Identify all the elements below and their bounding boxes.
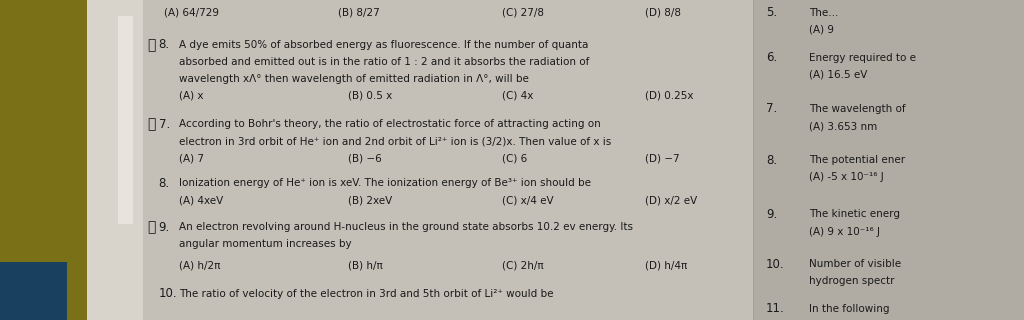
Text: The potential ener: The potential ener bbox=[809, 155, 905, 165]
Bar bbox=[87, 0, 143, 320]
Text: angular momentum increases by: angular momentum increases by bbox=[179, 239, 352, 250]
Text: (D) −7: (D) −7 bbox=[645, 154, 680, 164]
Text: (A) 9: (A) 9 bbox=[809, 25, 834, 35]
Text: 10.: 10. bbox=[766, 258, 784, 270]
Text: (D) h/4π: (D) h/4π bbox=[645, 260, 687, 271]
Text: (A) 16.5 eV: (A) 16.5 eV bbox=[809, 70, 867, 80]
Text: 7.: 7. bbox=[159, 118, 170, 131]
Text: (C) 27/8: (C) 27/8 bbox=[502, 8, 544, 18]
Text: (D) x/2 eV: (D) x/2 eV bbox=[645, 196, 697, 206]
Text: 5.: 5. bbox=[766, 6, 777, 19]
Text: 6.: 6. bbox=[766, 51, 777, 64]
Text: 8.: 8. bbox=[159, 177, 170, 190]
Text: (C) 4x: (C) 4x bbox=[502, 91, 534, 101]
Text: 8.: 8. bbox=[766, 154, 777, 166]
Text: According to Bohr's theory, the ratio of electrostatic force of attracting actin: According to Bohr's theory, the ratio of… bbox=[179, 119, 601, 129]
Text: Ⓒ: Ⓒ bbox=[147, 220, 156, 234]
Bar bbox=[143, 0, 1024, 320]
Text: (A) 4xeV: (A) 4xeV bbox=[179, 196, 223, 206]
Bar bbox=[753, 0, 1024, 320]
Text: (A) -5 x 10⁻¹⁶ J: (A) -5 x 10⁻¹⁶ J bbox=[809, 172, 884, 182]
Text: The ratio of velocity of the electron in 3rd and 5th orbit of Li²⁺ would be: The ratio of velocity of the electron in… bbox=[179, 289, 554, 299]
Text: (C) x/4 eV: (C) x/4 eV bbox=[502, 196, 553, 206]
Text: The wavelength of: The wavelength of bbox=[809, 104, 905, 114]
Text: Number of visible: Number of visible bbox=[809, 259, 901, 269]
Text: (B) h/π: (B) h/π bbox=[348, 260, 383, 271]
Text: absorbed and emitted out is in the ratio of 1 : 2 and it absorbs the radiation o: absorbed and emitted out is in the ratio… bbox=[179, 57, 590, 67]
Text: (A) 9 x 10⁻¹⁶ J: (A) 9 x 10⁻¹⁶ J bbox=[809, 227, 880, 237]
Text: (C) 2h/π: (C) 2h/π bbox=[502, 260, 544, 271]
Text: Energy required to e: Energy required to e bbox=[809, 52, 915, 63]
Text: 8.: 8. bbox=[159, 38, 170, 51]
Text: The kinetic energ: The kinetic energ bbox=[809, 209, 900, 220]
Text: (A) 7: (A) 7 bbox=[179, 154, 204, 164]
Text: In the following: In the following bbox=[809, 304, 890, 314]
Text: (C) 6: (C) 6 bbox=[502, 154, 527, 164]
Text: (B) 2xeV: (B) 2xeV bbox=[348, 196, 392, 206]
Text: A dye emits 50% of absorbed energy as fluorescence. If the number of quanta: A dye emits 50% of absorbed energy as fl… bbox=[179, 40, 589, 50]
Bar bbox=[0, 262, 67, 320]
Text: (B) 8/27: (B) 8/27 bbox=[338, 8, 380, 18]
Text: electron in 3rd orbit of He⁺ ion and 2nd orbit of Li²⁺ ion is (3/2)x. Then value: electron in 3rd orbit of He⁺ ion and 2nd… bbox=[179, 136, 611, 147]
Text: (B) 0.5 x: (B) 0.5 x bbox=[348, 91, 392, 101]
Text: (A) h/2π: (A) h/2π bbox=[179, 260, 220, 271]
Text: 9.: 9. bbox=[159, 221, 170, 234]
Text: hydrogen spectr: hydrogen spectr bbox=[809, 276, 894, 286]
Text: (A) 3.653 nm: (A) 3.653 nm bbox=[809, 121, 878, 131]
Text: (B) −6: (B) −6 bbox=[348, 154, 382, 164]
Text: 11.: 11. bbox=[766, 302, 784, 315]
Text: Ⓐ: Ⓐ bbox=[147, 117, 156, 131]
Text: Ⓑ: Ⓑ bbox=[147, 38, 156, 52]
Text: The...: The... bbox=[809, 8, 839, 18]
Text: An electron revolving around H-nucleus in the ground state absorbs 10.2 ev energ: An electron revolving around H-nucleus i… bbox=[179, 222, 633, 232]
Text: 10.: 10. bbox=[159, 287, 177, 300]
Text: (A) 64/729: (A) 64/729 bbox=[164, 8, 219, 18]
Text: 9.: 9. bbox=[766, 208, 777, 221]
Text: 7.: 7. bbox=[766, 102, 777, 115]
Text: (D) 8/8: (D) 8/8 bbox=[645, 8, 681, 18]
Text: (A) x: (A) x bbox=[179, 91, 204, 101]
Text: Ionization energy of He⁺ ion is xeV. The ionization energy of Be³⁺ ion should be: Ionization energy of He⁺ ion is xeV. The… bbox=[179, 178, 591, 188]
Text: (D) 0.25x: (D) 0.25x bbox=[645, 91, 693, 101]
Bar bbox=[118, 16, 133, 224]
Bar bbox=[0, 0, 87, 320]
Text: wavelength xΛ° then wavelength of emitted radiation in Λ°, will be: wavelength xΛ° then wavelength of emitte… bbox=[179, 74, 529, 84]
